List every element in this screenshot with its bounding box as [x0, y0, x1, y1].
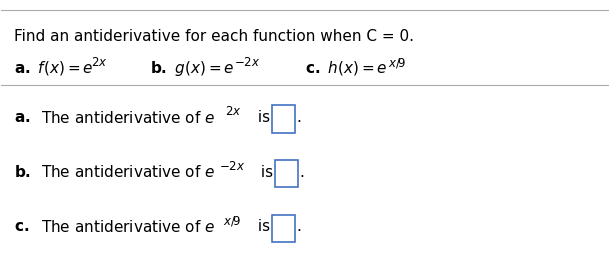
Text: .: . — [296, 219, 301, 234]
Text: is: is — [253, 110, 270, 125]
Text: $-2x$: $-2x$ — [234, 56, 260, 69]
Text: $-2x$: $-2x$ — [219, 160, 245, 173]
Text: $2x$: $2x$ — [92, 56, 108, 69]
Text: $\mathbf{c.}$ $h(x) = e$: $\mathbf{c.}$ $h(x) = e$ — [305, 59, 388, 77]
Text: .: . — [299, 165, 304, 180]
Text: $\mathbf{b.}$ $g(x) = e$: $\mathbf{b.}$ $g(x) = e$ — [150, 59, 235, 78]
Text: $\mathbf{a.}$ $f(x) = e$: $\mathbf{a.}$ $f(x) = e$ — [13, 59, 93, 77]
FancyBboxPatch shape — [271, 105, 295, 132]
Text: $\mathbf{a.}$: $\mathbf{a.}$ — [13, 110, 30, 125]
Text: The antiderivative of $e$: The antiderivative of $e$ — [41, 219, 215, 235]
Text: $2x$: $2x$ — [225, 105, 242, 118]
Text: $x/9$: $x/9$ — [388, 56, 407, 70]
Text: .: . — [296, 110, 301, 125]
Text: The antiderivative of $e$: The antiderivative of $e$ — [41, 110, 215, 126]
Text: The antiderivative of $e$: The antiderivative of $e$ — [41, 164, 215, 180]
Text: $\mathbf{c.}$: $\mathbf{c.}$ — [13, 219, 29, 234]
Text: $\mathbf{b.}$: $\mathbf{b.}$ — [13, 164, 30, 180]
Text: $x/9$: $x/9$ — [223, 214, 242, 228]
Text: Find an antiderivative for each function when C = 0.: Find an antiderivative for each function… — [13, 29, 414, 44]
FancyBboxPatch shape — [274, 160, 298, 187]
Text: is: is — [253, 219, 270, 234]
FancyBboxPatch shape — [271, 214, 295, 242]
Text: is: is — [256, 165, 273, 180]
